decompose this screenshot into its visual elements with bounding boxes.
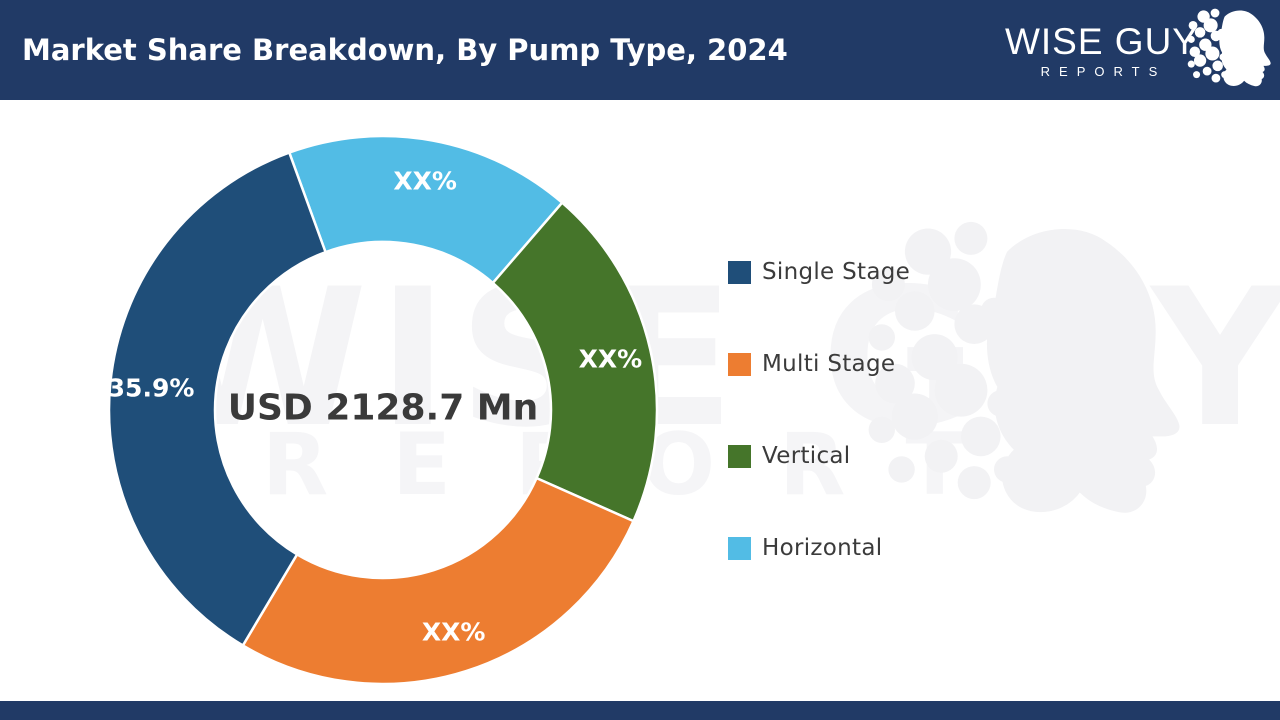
legend-swatch-multi-stage	[728, 352, 751, 376]
chart-area: WISE GUY REPORTS XX% XX% XX% 35.9% USD 2128…	[0, 100, 1280, 701]
donut-chart: XX% XX% XX% 35.9% USD 2128.7 Mn	[107, 134, 659, 686]
legend-label-multi-stage: Multi Stage	[762, 351, 896, 377]
header-bar: Market Share Breakdown, By Pump Type, 20…	[0, 0, 1280, 100]
segment-label-vertical: XX%	[579, 345, 643, 374]
legend-item-multi-stage: Multi Stage	[728, 351, 910, 377]
donut-center-label: USD 2128.7 Mn	[228, 388, 538, 429]
donut-segment-vertical	[491, 201, 659, 523]
legend-label-single-stage: Single Stage	[762, 259, 911, 285]
legend-swatch-single-stage	[728, 260, 751, 284]
donut-segment-horizontal	[288, 134, 564, 285]
legend-swatch-horizontal	[728, 536, 751, 560]
page-title: Market Share Breakdown, By Pump Type, 20…	[22, 33, 788, 67]
legend-swatch-vertical	[728, 444, 751, 468]
footer-bar	[0, 701, 1280, 720]
legend-label-horizontal: Horizontal	[762, 535, 883, 561]
donut-segment-multi-stage	[241, 476, 635, 686]
segment-label-single-stage: 35.9%	[108, 374, 195, 403]
legend-label-vertical: Vertical	[762, 443, 851, 469]
segment-label-horizontal: XX%	[393, 166, 457, 195]
segment-label-multi-stage: XX%	[422, 618, 486, 647]
logo-wordmark-main: WISE GUY	[1004, 21, 1198, 62]
logo-wordmark-sub: REPORTS	[1040, 64, 1167, 79]
legend: Single Stage Multi Stage Vertical Horizonta…	[728, 259, 910, 561]
logo-face-icon	[1187, 8, 1271, 87]
legend-item-horizontal: Horizontal	[728, 535, 910, 561]
logo-wordmark: WISE GUY REPORTS	[1005, 21, 1198, 79]
legend-item-single-stage: Single Stage	[728, 259, 910, 285]
wiseguy-logo: WISE GUY REPORTS	[1005, 4, 1274, 96]
legend-item-vertical: Vertical	[728, 443, 910, 469]
donut-segment-single-stage	[107, 151, 327, 647]
